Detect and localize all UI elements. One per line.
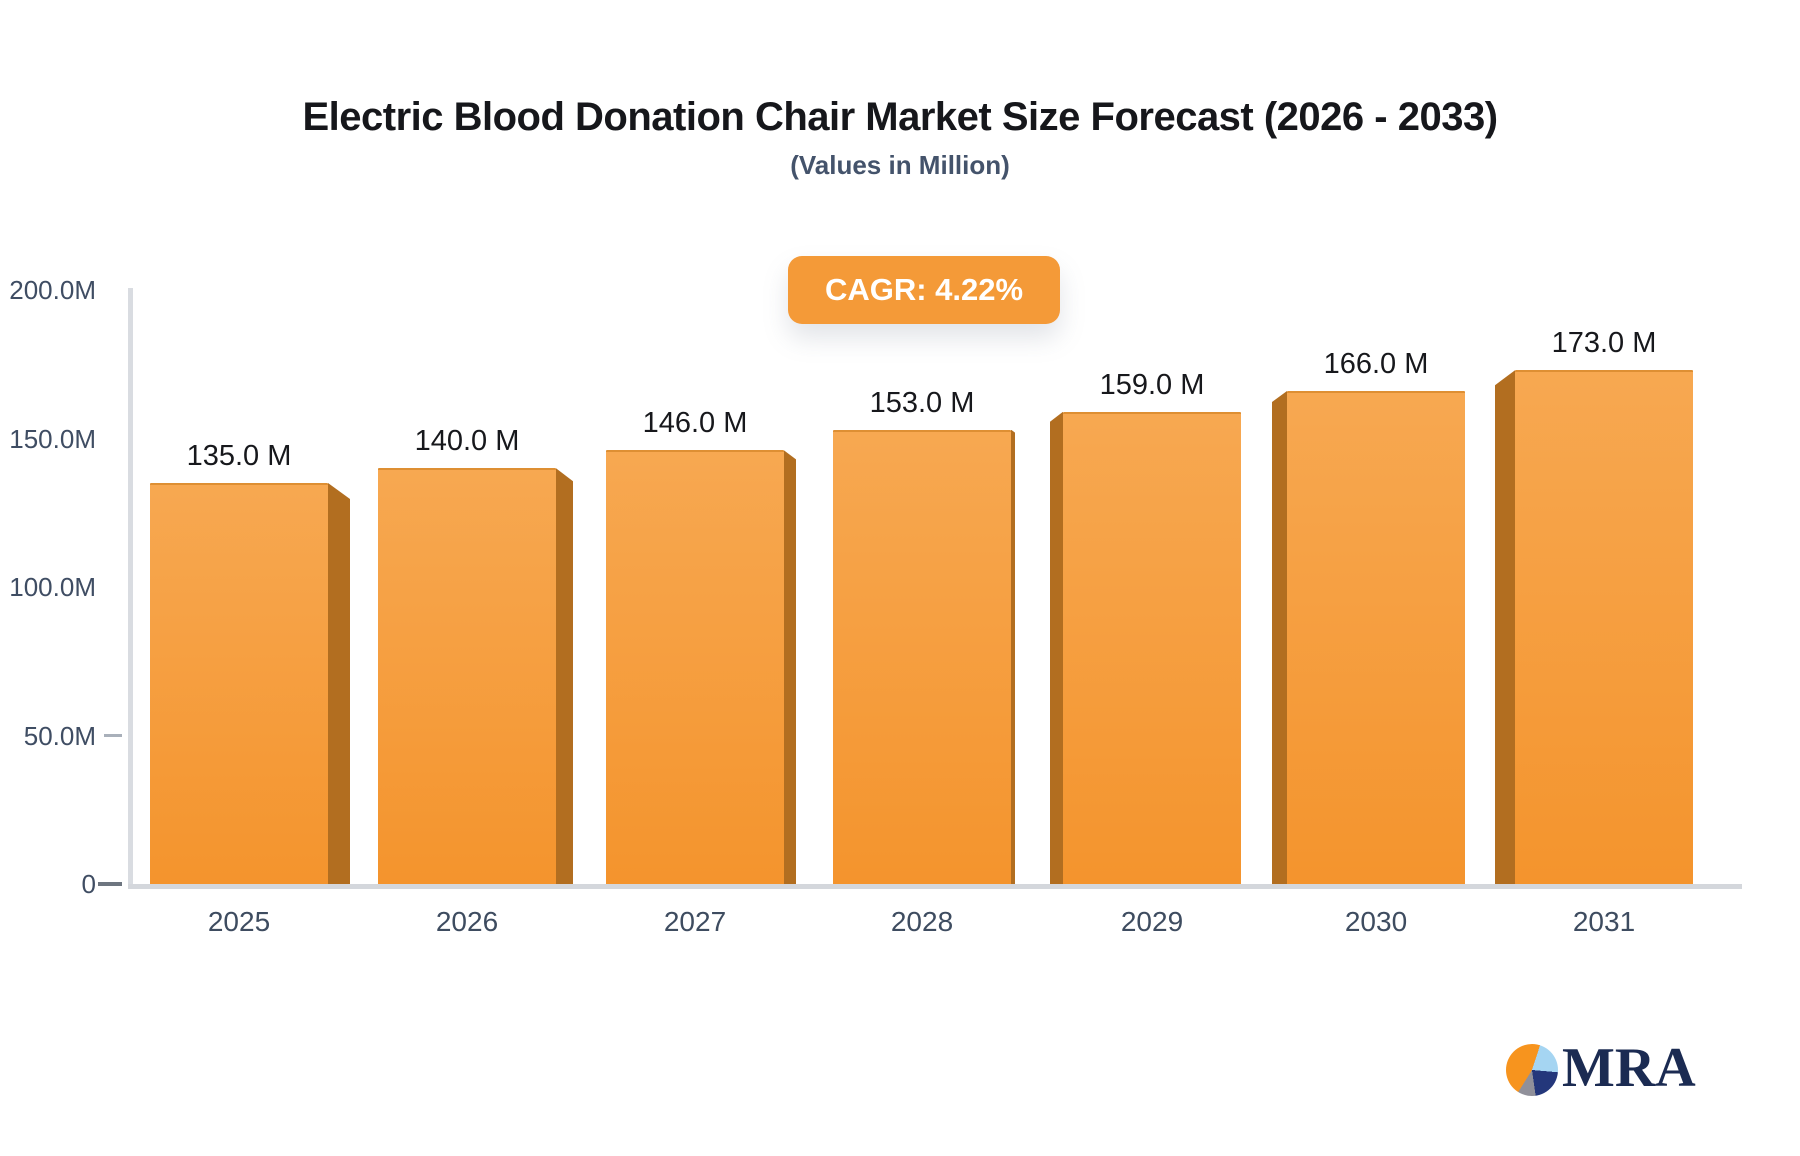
bar-value-label: 135.0 M [186, 440, 292, 473]
y-axis-label: 50.0M [23, 720, 96, 751]
brand-logo: MRA [1506, 1040, 1696, 1096]
y-axis-label: 0 [81, 869, 96, 899]
bar-value-label: 146.0 M [642, 407, 748, 440]
bar-2027 [606, 450, 784, 884]
chart-title: Electric Blood Donation Chair Market Siz… [302, 95, 1498, 139]
y-axis-line [128, 288, 133, 885]
bar-2028 [833, 429, 1011, 884]
bar-value-label: 159.0 M [1099, 368, 1205, 401]
bar-2031-side [1495, 370, 1515, 884]
x-axis-label: 2026 [435, 906, 499, 937]
cagr-badge-label: CAGR: 4.22% [824, 272, 1024, 307]
bar-2028-side [1011, 429, 1015, 884]
bar-2030 [1287, 390, 1465, 884]
x-axis-label: 2029 [1120, 906, 1184, 937]
bar-value-label: 173.0 M [1551, 327, 1657, 360]
chart-subtitle: (Values in Million) [790, 150, 1010, 180]
y-axis-label: 150.0M [9, 423, 96, 454]
cagr-badge: CAGR: 4.22% [788, 256, 1060, 324]
y-axis-label: 100.0M [9, 572, 96, 602]
x-axis-label: 2025 [207, 906, 271, 937]
bar-value-label: 153.0 M [869, 386, 975, 419]
bar-2027-side [784, 450, 796, 884]
bar-value-label: 166.0 M [1323, 347, 1429, 380]
bar-2025-side [328, 483, 350, 884]
x-axis-label: 2027 [663, 906, 727, 937]
y-axis-tick [98, 882, 122, 886]
bar-2026-side [556, 468, 573, 884]
bar-value-label: 140.0 M [414, 425, 520, 458]
brand-name: MRA [1562, 1037, 1696, 1099]
bar-2030-side [1272, 390, 1287, 884]
bar-2031 [1515, 370, 1693, 884]
x-axis-baseline [128, 884, 1742, 889]
bar-2025 [150, 483, 328, 884]
x-axis-label: 2028 [890, 906, 954, 937]
bar-2026 [378, 468, 556, 884]
bar-2029-side [1050, 411, 1063, 884]
y-axis-label: 200.0M [9, 275, 96, 305]
pie-chart-logo-icon [1506, 1044, 1558, 1096]
x-axis-label: 2031 [1572, 906, 1636, 937]
y-axis-tick [104, 733, 122, 737]
x-axis-label: 2030 [1344, 906, 1408, 937]
bar-2029 [1063, 411, 1241, 884]
